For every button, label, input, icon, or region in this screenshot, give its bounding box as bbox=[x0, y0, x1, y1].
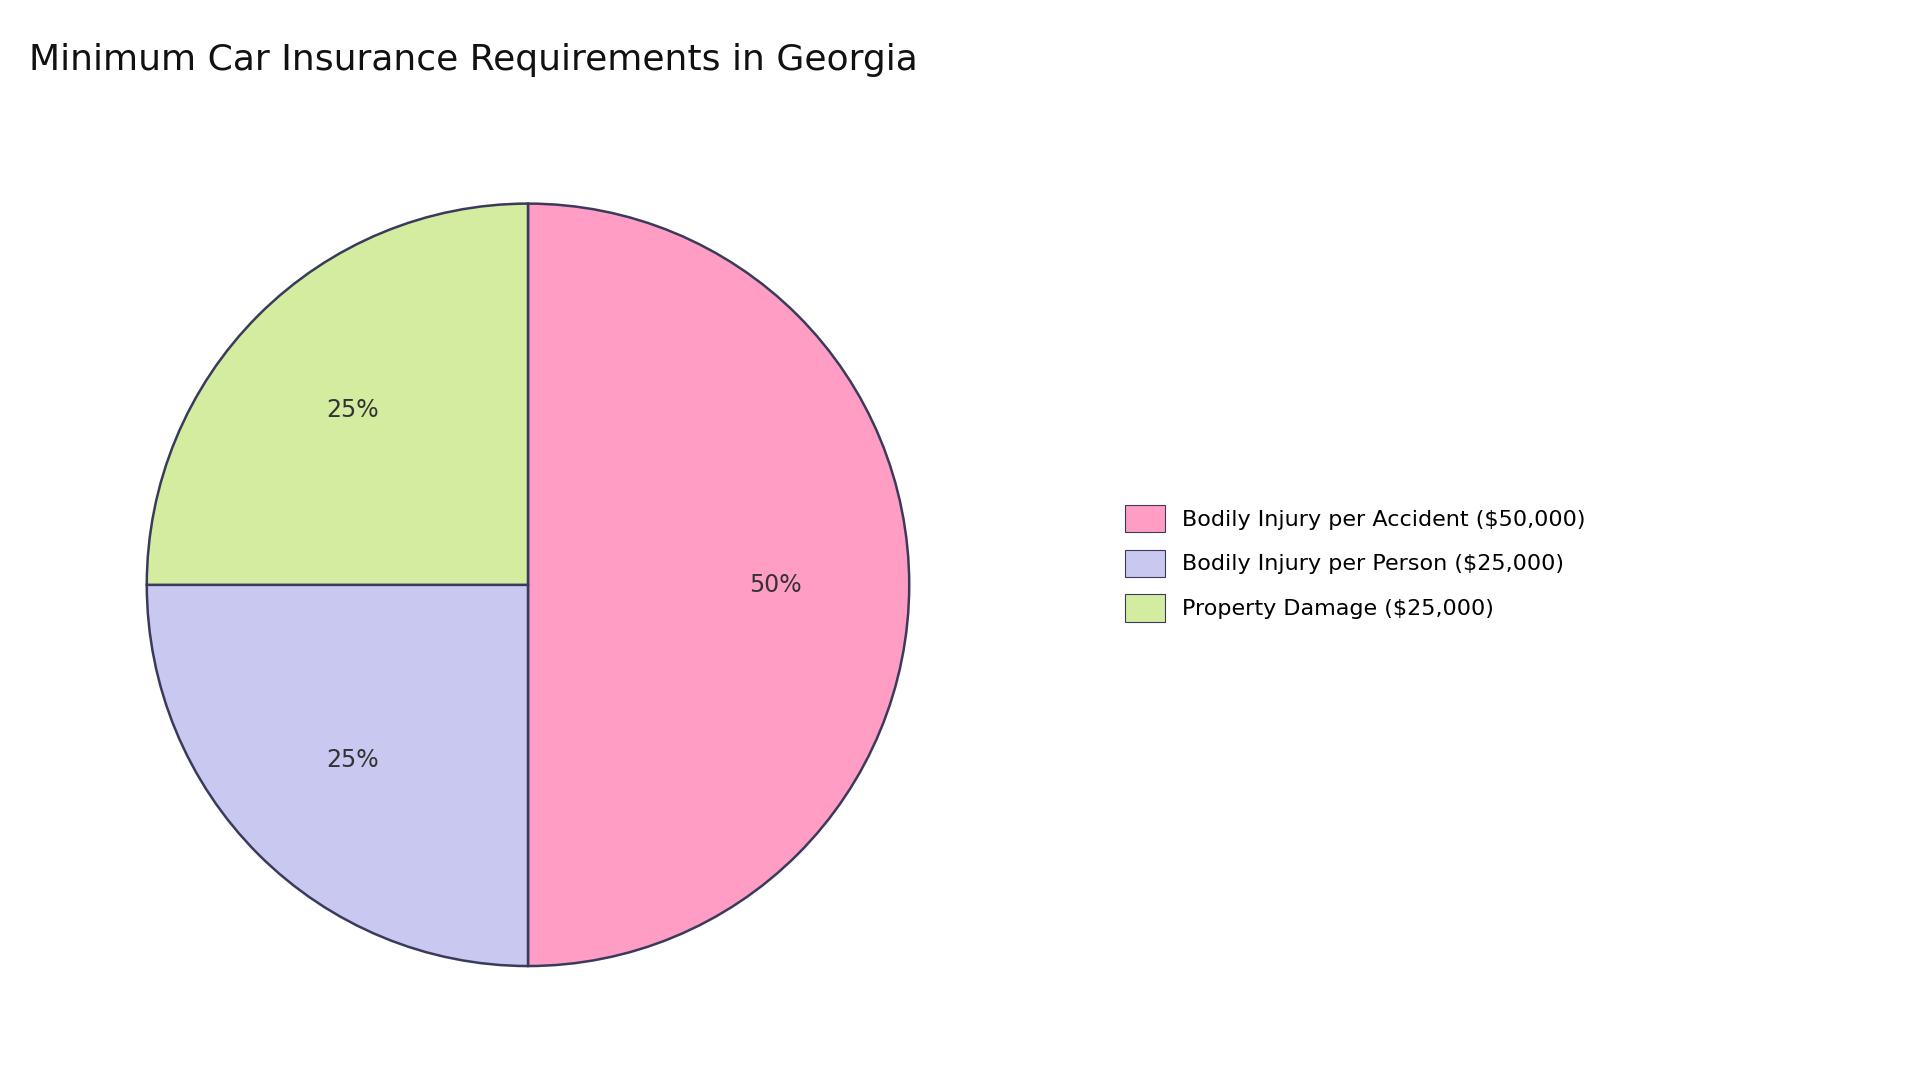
Wedge shape bbox=[146, 585, 528, 966]
Text: 25%: 25% bbox=[326, 397, 378, 421]
Wedge shape bbox=[528, 204, 910, 966]
Text: 50%: 50% bbox=[749, 573, 803, 597]
Text: 25%: 25% bbox=[326, 748, 378, 772]
Legend: Bodily Injury per Accident ($50,000), Bodily Injury per Person ($25,000), Proper: Bodily Injury per Accident ($50,000), Bo… bbox=[1125, 505, 1586, 622]
Text: Minimum Car Insurance Requirements in Georgia: Minimum Car Insurance Requirements in Ge… bbox=[29, 43, 918, 77]
Wedge shape bbox=[146, 204, 528, 585]
